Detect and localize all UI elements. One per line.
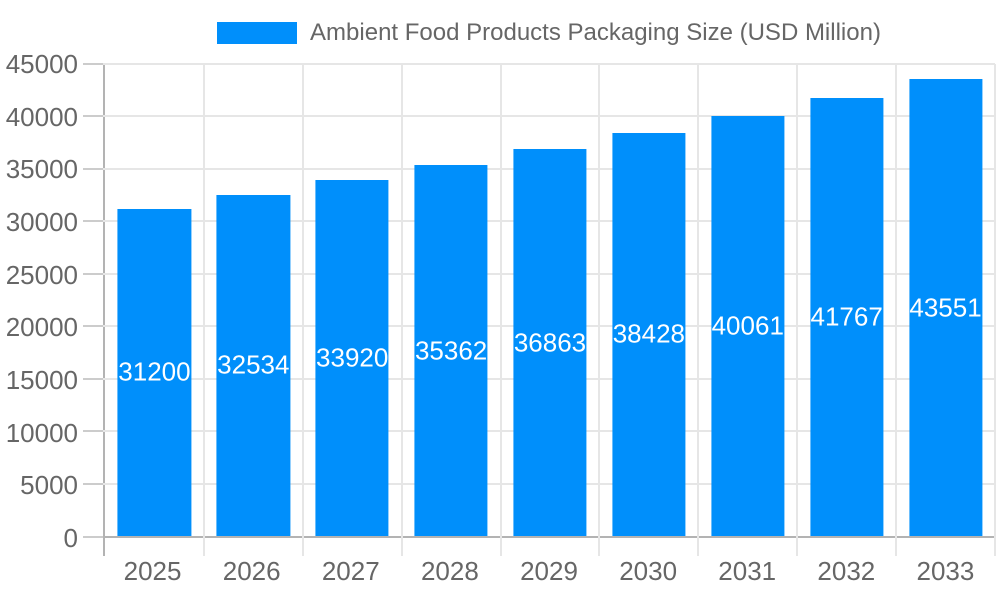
- category-boundary-gridline: [895, 64, 898, 556]
- x-axis-tick-label: 2027: [321, 556, 380, 586]
- bar-value-label: 36863: [513, 327, 587, 358]
- y-axis-tick-label: 25000: [5, 259, 78, 290]
- category-boundary-gridline: [301, 64, 304, 556]
- bar-value-label: 43551: [909, 292, 982, 323]
- y-axis-tick-label: 40000: [5, 101, 78, 132]
- category-boundary-gridline: [598, 64, 601, 556]
- y-axis-tick-label: 45000: [5, 49, 78, 79]
- x-axis-tick-label: 2029: [520, 556, 578, 586]
- y-axis-tick-label: 15000: [5, 365, 78, 396]
- y-gridline: [83, 115, 995, 118]
- legend: Ambient Food Products Packaging Size (US…: [103, 20, 995, 46]
- bar-2025[interactable]: 31200: [117, 208, 192, 536]
- category-boundary-gridline: [499, 64, 502, 556]
- y-axis-tick-label: 35000: [5, 154, 78, 185]
- bar-value-label: 33920: [316, 342, 389, 373]
- legend-label[interactable]: Ambient Food Products Packaging Size (US…: [310, 19, 881, 46]
- x-axis-tick-label: 2025: [123, 556, 182, 586]
- bar-value-label: 32534: [217, 349, 290, 380]
- y-axis-tick: [83, 482, 103, 485]
- y-axis-tick-label: 30000: [5, 207, 78, 238]
- x-axis: 2025 2026 2027 2028 2029 2030 2031 2032 2033: [103, 556, 995, 588]
- category-boundary-gridline: [400, 64, 403, 556]
- y-axis-tick: [83, 167, 103, 170]
- x-axis-tick-label: 2026: [222, 556, 281, 586]
- y-axis-tick-label: 10000: [5, 417, 78, 448]
- bar-value-label: 40061: [711, 310, 784, 341]
- legend-swatch[interactable]: [217, 22, 298, 44]
- y-axis-tick: [83, 220, 103, 223]
- x-axis-tick-label: 2033: [916, 556, 975, 586]
- category-boundary-gridline: [994, 64, 996, 556]
- bar-value-label: 38428: [612, 318, 686, 349]
- bar-2031[interactable]: 40061: [711, 115, 785, 536]
- y-axis-tick-label: 20000: [5, 312, 78, 343]
- bar-2027[interactable]: 33920: [315, 180, 389, 536]
- bar-2030[interactable]: 38428: [612, 132, 686, 536]
- y-axis-tick: [83, 377, 103, 380]
- y-gridline: [83, 63, 995, 65]
- y-axis-tick-label: 0: [63, 523, 78, 553]
- y-axis-tick: [83, 272, 103, 275]
- plot-area: 31200 32534 33920 35362 36863 38428 40061 41767…: [83, 63, 996, 556]
- bar-2028[interactable]: 35362: [414, 165, 488, 536]
- category-boundary-gridline: [796, 64, 799, 556]
- y-axis-tick: [83, 115, 103, 118]
- y-axis: 0 5000 10000 15000 20000 25000 30000 35000 40000…: [0, 51, 78, 551]
- bar-value-label: 31200: [118, 356, 191, 387]
- bar-2032[interactable]: 41767: [810, 97, 884, 536]
- bar-2026[interactable]: 32534: [216, 194, 290, 536]
- bar-value-label: 35362: [414, 335, 488, 366]
- category-boundary-gridline: [697, 64, 700, 556]
- x-axis-tick-label: 2031: [718, 556, 777, 586]
- y-axis-tick: [83, 325, 103, 328]
- bar-2029[interactable]: 36863: [513, 149, 587, 536]
- y-axis-tick: [83, 63, 103, 65]
- y-axis-tick-label: 5000: [20, 470, 78, 501]
- x-axis-tick-label: 2032: [817, 556, 876, 586]
- bar-2033[interactable]: 43551: [908, 79, 983, 536]
- category-boundary-gridline: [202, 64, 205, 556]
- x-axis-tick-label: 2028: [420, 556, 479, 586]
- y-axis-tick: [83, 430, 103, 433]
- bar-value-label: 41767: [810, 301, 883, 332]
- y-axis-tick: [83, 536, 103, 538]
- x-axis-tick-label: 2030: [619, 556, 678, 586]
- y-axis-bottom-tick: [103, 538, 105, 556]
